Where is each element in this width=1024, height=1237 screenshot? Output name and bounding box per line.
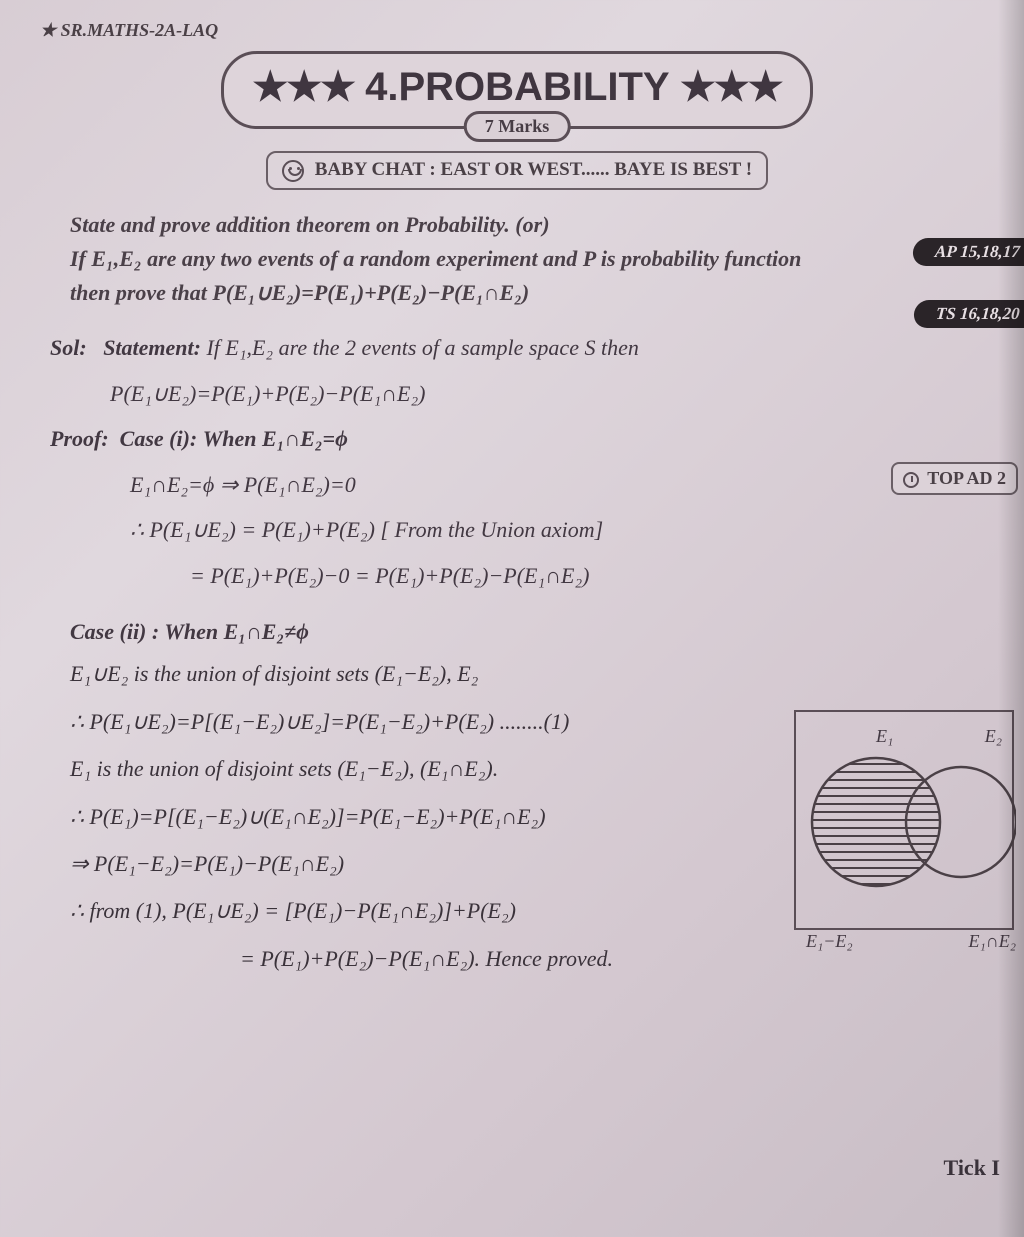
question-line-3: then prove that P(E₁∪E₂)=P(E₁)+P(E₂)−P(E… xyxy=(70,276,984,310)
venn-label-diff: E₁−E₂ xyxy=(806,931,853,952)
question-block: State and prove addition theorem on Prob… xyxy=(70,208,984,310)
stars-right: ★★★ xyxy=(680,65,782,109)
solution-statement: Sol: Statement: If E₁,E₂ are the 2 event… xyxy=(50,328,994,368)
case1-label: Case (i): xyxy=(120,426,198,451)
chapter-title: PROBABILITY xyxy=(398,65,668,109)
tick-label: Tick I xyxy=(944,1155,1000,1181)
case2-line-7: = P(E₁)+P(E₂)−P(E₁∩E₂). Hence proved. xyxy=(240,940,994,977)
marks-pill: 7 Marks xyxy=(464,111,571,142)
chapter-title-box: ★★★ 4.PROBABILITY ★★★ 7 Marks xyxy=(221,51,812,129)
venn-label-e1: E₁ xyxy=(876,726,893,747)
case1-line-3: = P(E₁)+P(E₂)−0 = P(E₁)+P(E₂)−P(E₁∩E₂) xyxy=(190,556,994,596)
proof-case2-heading: Case (ii) : When E₁∩E₂≠ϕ xyxy=(70,619,994,645)
proof-case1-heading: Proof: Case (i): When E₁∩E₂=ϕ xyxy=(50,419,994,459)
statement-label: Statement: xyxy=(103,335,201,360)
case2-label: Case (ii) : xyxy=(70,619,159,644)
baby-chat-text: EAST OR WEST...... BAYE IS BEST ! xyxy=(441,159,753,180)
chapter-number: 4. xyxy=(365,65,398,109)
statement-equation: P(E₁∪E₂)=P(E₁)+P(E₂)−P(E₁∩E₂) xyxy=(110,374,994,414)
sol-label: Sol: xyxy=(50,335,87,360)
baby-chat-label: BABY CHAT : xyxy=(315,159,436,180)
stars-left: ★★★ xyxy=(252,65,354,109)
case1-line-2: ∴ P(E₁∪E₂) = P(E₁)+P(E₂) [ From the Unio… xyxy=(130,510,994,550)
case1-when: When E₁∩E₂=ϕ xyxy=(203,426,348,451)
venn-svg xyxy=(796,712,1016,932)
case2-line-1: E₁∪E₂ is the union of disjoint sets (E₁−… xyxy=(70,655,994,692)
question-line-1: State and prove addition theorem on Prob… xyxy=(70,208,984,242)
series-header: ★ SR.MATHS-2A-LAQ xyxy=(40,20,994,41)
venn-diagram: E₁ E₂ E₁−E₂ E₁∩E₂ xyxy=(794,710,1014,930)
clock-icon xyxy=(903,472,919,488)
question-line-2: If E₁,E₂ are any two events of a random … xyxy=(70,242,984,276)
top-ad-text: TOP AD 2 xyxy=(927,468,1006,488)
statement-text: If E₁,E₂ are the 2 events of a sample sp… xyxy=(206,335,638,360)
page-fold-shadow xyxy=(998,0,1024,1237)
smiley-icon xyxy=(282,160,304,182)
baby-chat-box: BABY CHAT : EAST OR WEST...... BAYE IS B… xyxy=(266,151,768,190)
case1-line-1: E₁∩E₂=ϕ ⇒ P(E₁∩E₂)=0 xyxy=(130,465,994,505)
chapter-title-wrap: ★★★ 4.PROBABILITY ★★★ 7 Marks xyxy=(40,51,994,129)
proof-label: Proof: xyxy=(50,426,109,451)
case2-when: When E₁∩E₂≠ϕ xyxy=(164,619,309,644)
baby-chat-wrap: BABY CHAT : EAST OR WEST...... BAYE IS B… xyxy=(40,151,994,190)
